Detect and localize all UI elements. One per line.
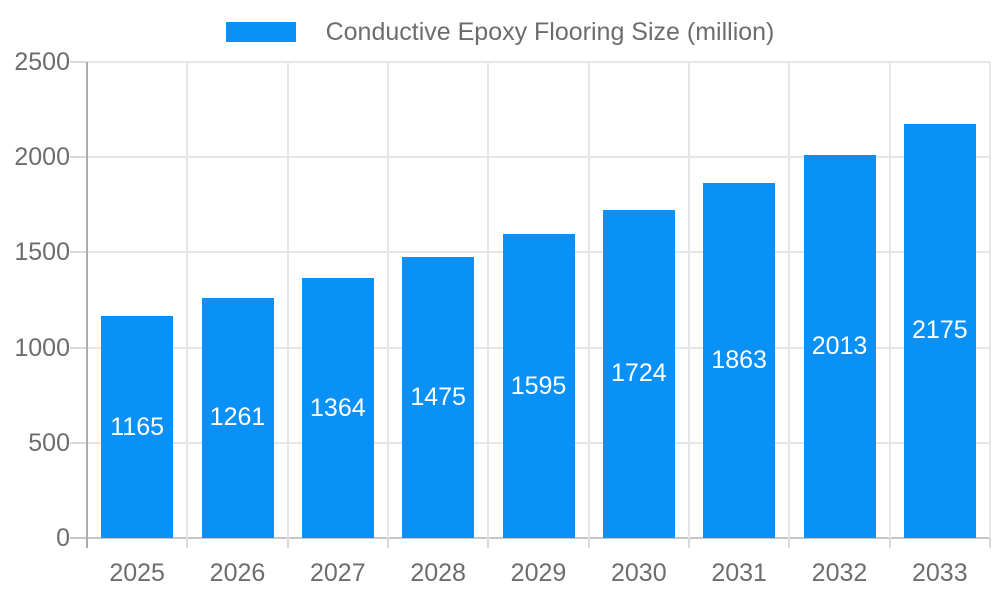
chart-legend[interactable]: Conductive Epoxy Flooring Size (million) [0,17,1000,47]
y-axis-tick [70,61,87,63]
bar-value-label: 1475 [410,383,466,412]
x-tick-label: 2029 [510,559,567,587]
x-tick-label: 2032 [811,559,868,587]
x-tick-label: 2031 [711,559,767,587]
gridline-vertical [888,62,891,538]
bar-2031[interactable]: 1863 [703,183,776,538]
gridline-vertical [286,62,289,538]
bar-2033[interactable]: 2175 [903,123,976,538]
x-axis-tick [688,538,690,548]
gridline-vertical [387,62,389,538]
gridline-horizontal [87,156,990,159]
x-axis-tick [888,538,891,548]
bar-2030[interactable]: 1724 [602,209,675,538]
y-axis-tick [70,251,87,254]
bar-value-label: 1724 [611,359,667,388]
bar-value-label: 1595 [510,371,567,400]
y-axis-line [86,62,88,548]
x-tick-label: 2027 [310,559,366,587]
x-axis-tick [387,538,389,548]
x-axis-tick [989,538,991,548]
gridline-vertical [688,62,690,538]
x-axis-tick [186,538,189,548]
y-tick-label: 2500 [14,48,70,76]
y-tick-label: 1500 [14,238,70,267]
bar-value-label: 1165 [110,412,165,441]
y-tick-label: 2000 [14,143,70,172]
bar-2025[interactable]: 1165 [101,316,174,538]
x-axis-tick [286,538,289,548]
bar-value-label: 2013 [811,331,868,360]
x-tick-label: 2033 [912,559,968,587]
x-tick-label: 2026 [209,559,266,587]
x-tick-label: 2025 [109,559,165,587]
gridline-vertical [587,62,590,538]
x-axis-tick [587,538,590,548]
y-axis-tick [70,156,87,159]
bar-2026[interactable]: 1261 [201,297,274,538]
gridline-vertical [186,62,189,538]
y-tick-label: 500 [28,428,70,457]
gridline-vertical [788,62,791,538]
bar-value-label: 1863 [711,346,767,375]
bar-value-label: 2175 [912,316,968,345]
y-tick-label: 0 [56,524,70,552]
y-axis-tick [70,441,87,444]
bar-2027[interactable]: 1364 [301,278,374,538]
bar-2028[interactable]: 1475 [402,257,475,538]
x-axis-tick [487,538,490,548]
x-tick-label: 2030 [611,559,667,587]
legend-label: Conductive Epoxy Flooring Size (million) [325,17,775,46]
x-axis-line [70,537,990,539]
y-tick-label: 1000 [14,333,70,362]
bar-value-label: 1261 [209,403,266,432]
gridline-horizontal [87,61,990,63]
bar-value-label: 1364 [310,393,366,422]
bar-2029[interactable]: 1595 [502,234,575,538]
x-tick-label: 2028 [410,559,466,587]
y-axis-tick [70,346,87,349]
x-axis-tick [788,538,791,548]
gridline-vertical [989,62,991,538]
bar-2032[interactable]: 2013 [803,154,876,538]
gridline-vertical [487,62,490,538]
legend-swatch-icon [225,22,296,42]
